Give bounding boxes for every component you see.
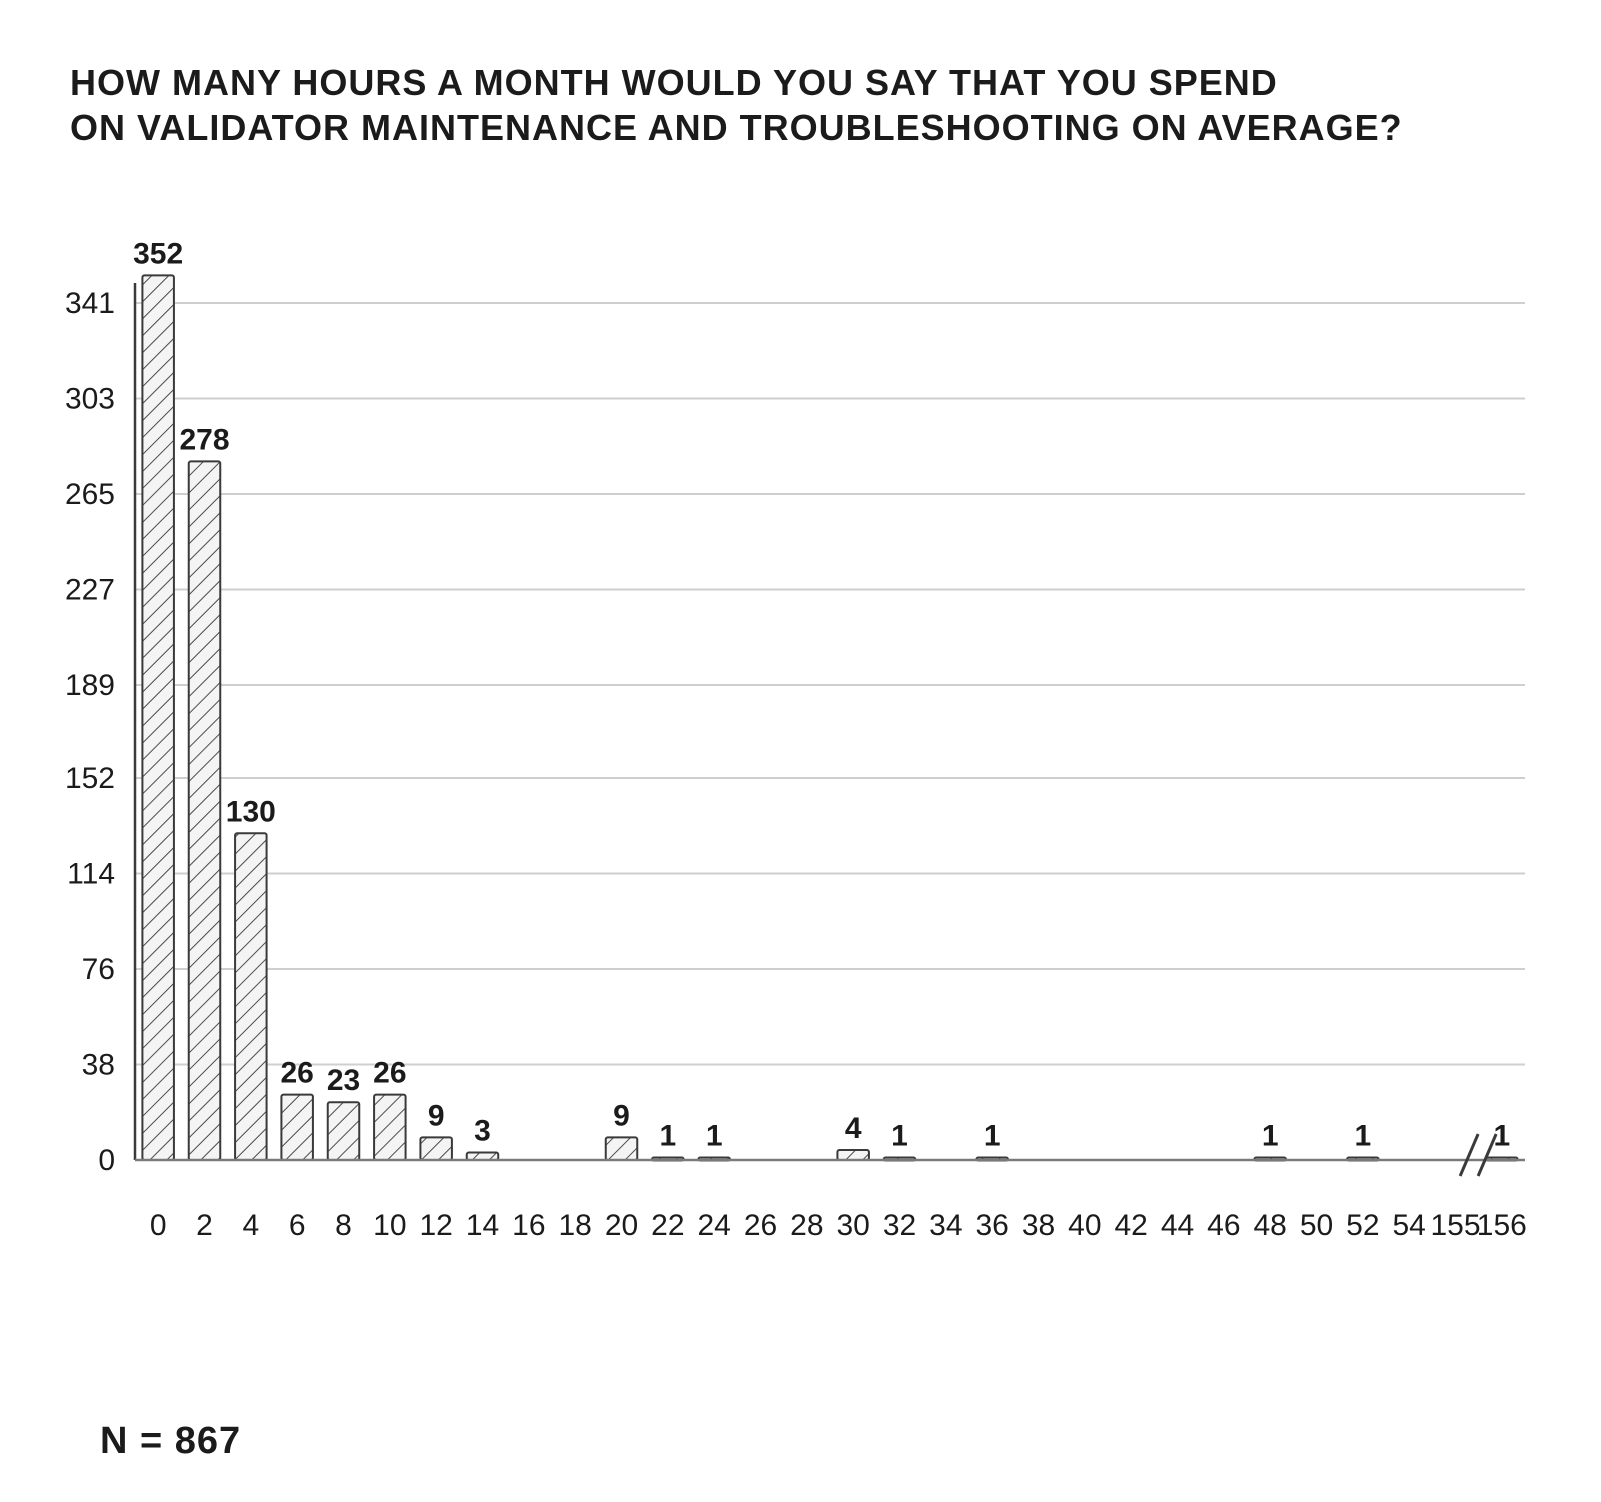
y-tick-label: 341 [65,287,115,320]
x-tick-label: 20 [605,1209,638,1242]
y-tick-label: 152 [65,762,115,795]
value-labels: 35227813026232693911411111 [133,237,1510,1152]
bar-value-label: 9 [428,1099,445,1132]
bar [374,1095,406,1160]
x-tick-label: 54 [1392,1209,1425,1242]
bar [189,461,221,1160]
y-tick-label: 265 [65,478,115,511]
x-tick-label: 36 [975,1209,1008,1242]
y-tick-label: 227 [65,573,115,606]
bar [235,833,267,1160]
page: HOW MANY HOURS A MONTH WOULD YOU SAY THA… [0,0,1601,1502]
x-tick-label: 12 [419,1209,452,1242]
x-tick-label: 34 [929,1209,962,1242]
x-tick-label: 46 [1207,1209,1240,1242]
y-tick-label: 303 [65,382,115,415]
bar-value-label: 9 [613,1099,630,1132]
x-tick-label: 44 [1161,1209,1194,1242]
x-tick-label: 42 [1114,1209,1147,1242]
bar-value-label: 1 [659,1119,676,1152]
bar-value-label: 23 [327,1064,360,1097]
x-tick-label: 22 [651,1209,684,1242]
bar-value-label: 1 [891,1119,908,1152]
bar-value-label: 1 [706,1119,723,1152]
x-tick-label: 14 [466,1209,499,1242]
bar-value-label: 130 [226,795,276,828]
x-tick-label: 16 [512,1209,545,1242]
bar-value-label: 3 [474,1114,491,1147]
bar-value-label: 4 [845,1112,862,1145]
y-tick-label: 0 [98,1144,115,1177]
x-tick-label: 18 [558,1209,591,1242]
bar-value-label: 278 [179,423,229,456]
y-tick-label: 76 [82,953,115,986]
bar [281,1095,313,1160]
x-tick-label: 155 [1430,1209,1480,1242]
x-tick-label: 48 [1253,1209,1286,1242]
bar [837,1150,869,1160]
bar-value-label: 26 [373,1057,406,1090]
x-tick-label: 28 [790,1209,823,1242]
x-tick-label: 52 [1346,1209,1379,1242]
bar-value-label: 1 [1354,1119,1371,1152]
y-tick-labels: 0 38 76 114 152 189 227 265 303 341 [65,287,115,1177]
bar-value-label: 352 [133,237,183,270]
bar-value-label: 1 [984,1119,1001,1152]
gridlines [135,303,1525,1065]
x-tick-label: 40 [1068,1209,1101,1242]
x-tick-label: 2 [196,1209,213,1242]
x-tick-labels: 0246810121416182022242628303234363840424… [150,1209,1527,1242]
sample-size-label: N = 867 [100,1420,241,1463]
x-tick-label: 26 [744,1209,777,1242]
bars [142,275,1517,1160]
chart-title: HOW MANY HOURS A MONTH WOULD YOU SAY THA… [70,60,1470,150]
x-tick-label: 6 [289,1209,306,1242]
x-tick-label: 50 [1300,1209,1333,1242]
y-tick-label: 38 [82,1048,115,1081]
axis-break [1460,1134,1496,1176]
bar [142,275,174,1160]
bar-chart: 03876114152189227265303341 0246810121416… [40,200,1540,1260]
y-tick-label: 114 [67,857,115,890]
x-tick-label: 156 [1477,1209,1527,1242]
bar-value-label: 26 [280,1057,313,1090]
x-tick-label: 0 [150,1209,167,1242]
x-tick-label: 32 [883,1209,916,1242]
y-tick-label: 189 [65,669,115,702]
x-tick-label: 10 [373,1209,406,1242]
bar [328,1102,360,1160]
x-tick-label: 30 [836,1209,869,1242]
bar [606,1137,638,1160]
x-tick-label: 8 [335,1209,352,1242]
x-tick-label: 38 [1022,1209,1055,1242]
x-tick-label: 24 [697,1209,730,1242]
x-tick-label: 4 [242,1209,259,1242]
bar [420,1137,452,1160]
bar-value-label: 1 [1262,1119,1279,1152]
